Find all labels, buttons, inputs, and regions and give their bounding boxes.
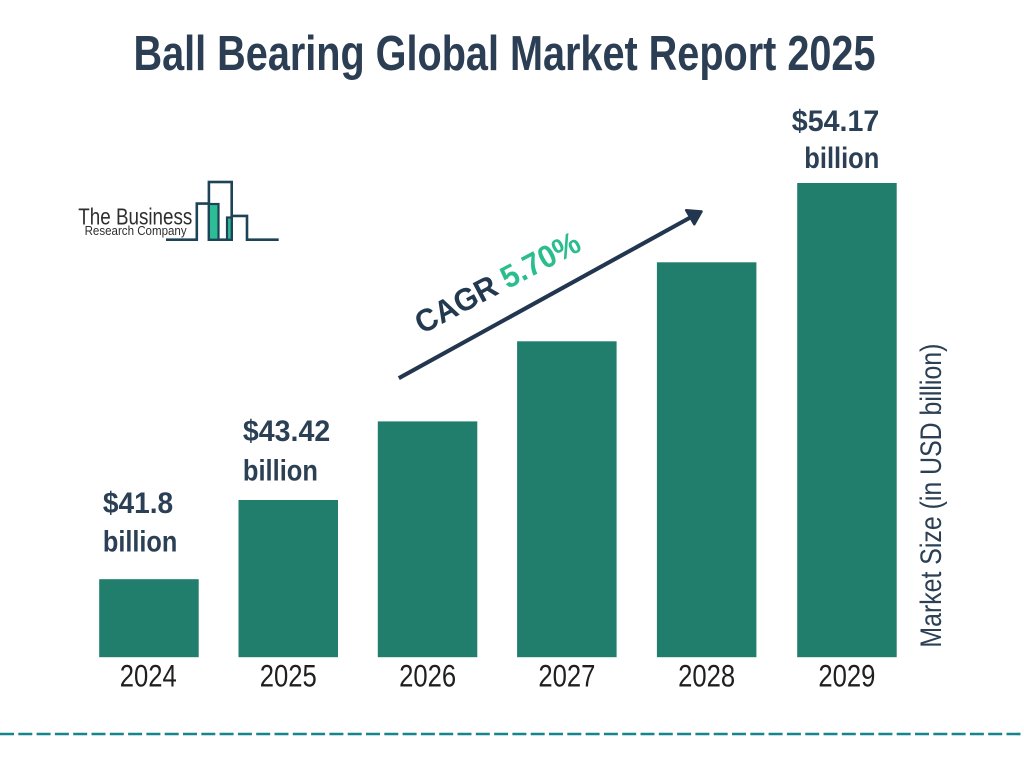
svg-text:Market Size (in USD billion): Market Size (in USD billion) xyxy=(915,344,948,648)
svg-text:$41.8: $41.8 xyxy=(103,487,173,520)
svg-text:billion: billion xyxy=(243,454,318,487)
svg-text:billion: billion xyxy=(804,142,879,175)
svg-text:2028: 2028 xyxy=(678,658,735,694)
svg-text:$54.17: $54.17 xyxy=(792,105,880,138)
svg-text:2024: 2024 xyxy=(120,658,177,694)
svg-text:2026: 2026 xyxy=(399,658,456,694)
svg-text:2025: 2025 xyxy=(260,658,317,694)
svg-text:2029: 2029 xyxy=(818,658,875,694)
svg-text:The Business: The Business xyxy=(78,204,192,230)
svg-text:Research Company: Research Company xyxy=(85,223,187,238)
svg-text:$43.42: $43.42 xyxy=(243,415,330,448)
svg-text:2027: 2027 xyxy=(538,658,595,694)
svg-text:Ball Bearing Global Market Rep: Ball Bearing Global Market Report 2025 xyxy=(134,26,876,81)
svg-text:billion: billion xyxy=(103,526,177,559)
